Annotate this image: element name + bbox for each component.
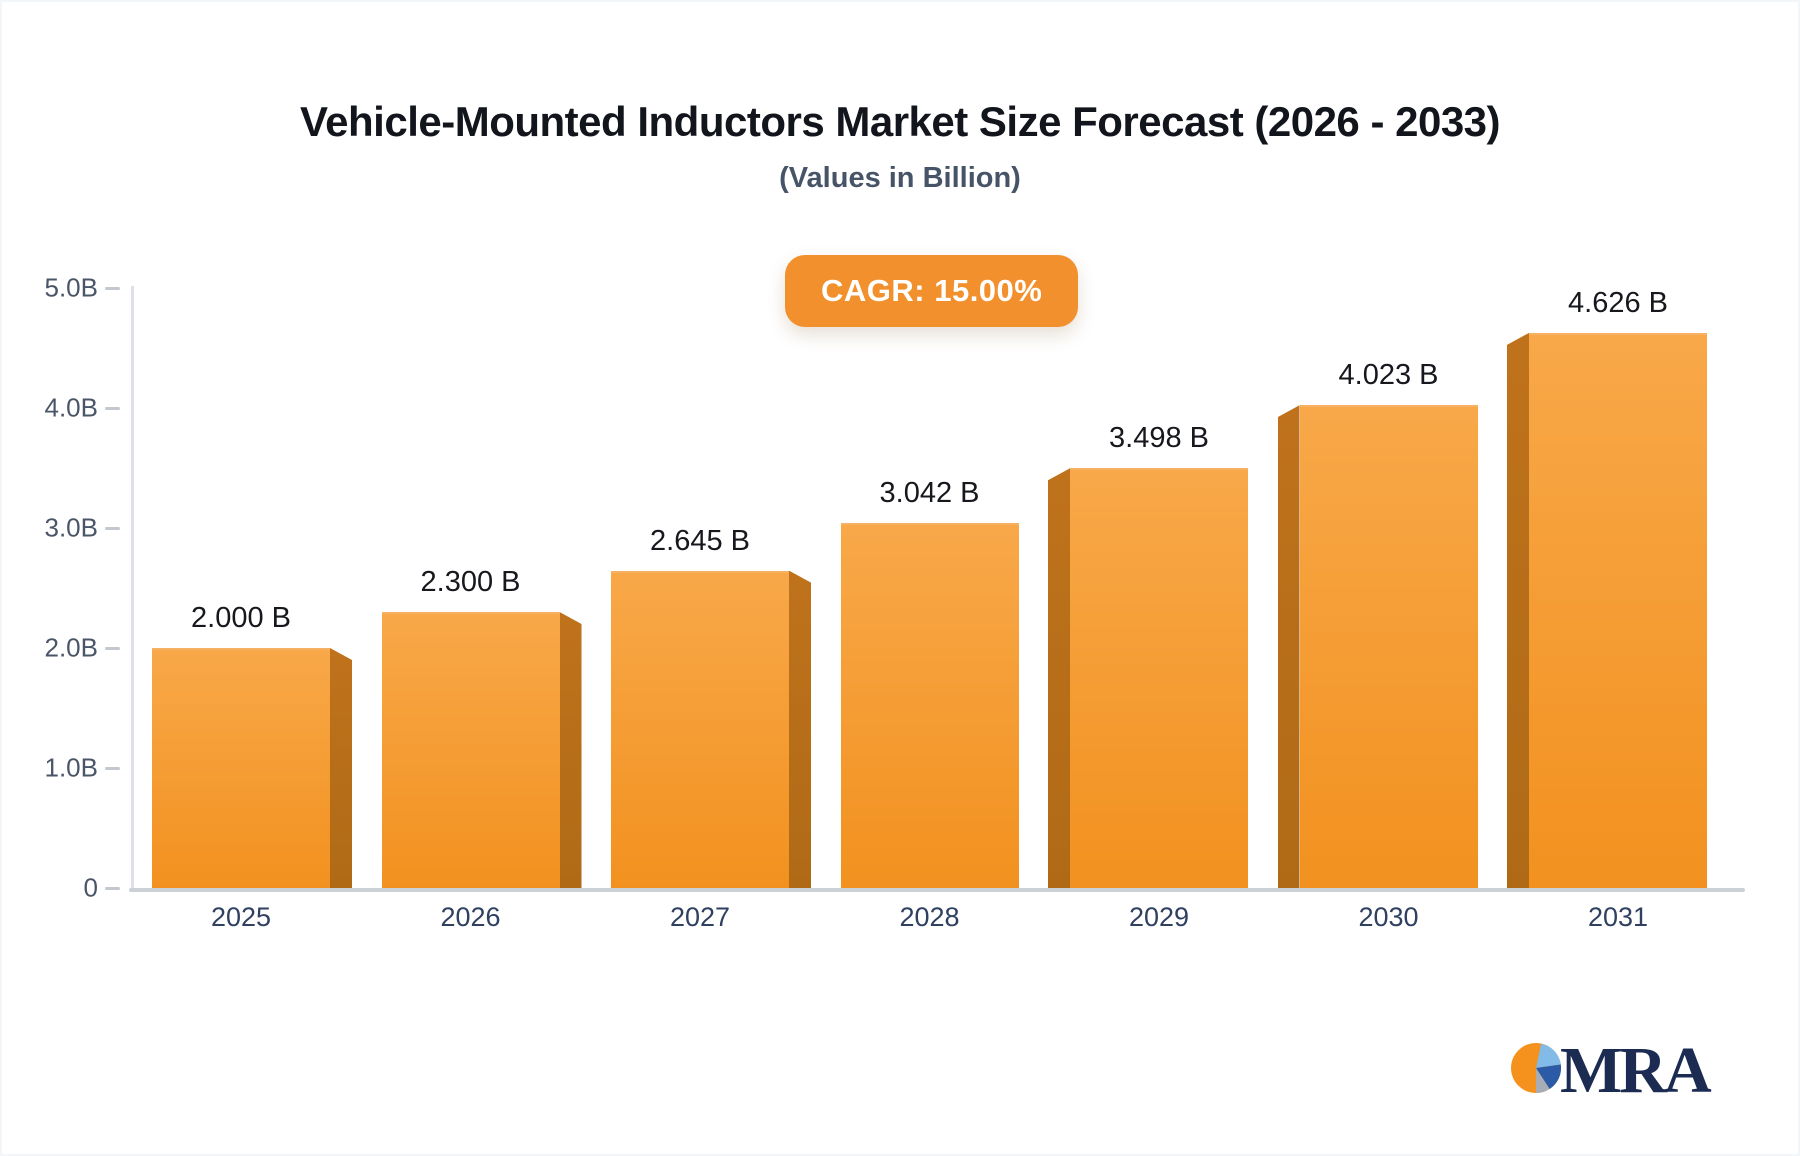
mra-logo: MRA: [1504, 1032, 1774, 1118]
chart-subtitle: (Values in Billion): [779, 162, 1021, 194]
y-tick-mark: [105, 287, 120, 290]
y-tick-label: 0: [83, 872, 98, 903]
bar-side-face: [559, 612, 582, 888]
y-tick-mark: [105, 647, 120, 650]
x-axis-label-2031: 2031: [1587, 902, 1649, 932]
bar-2026: [381, 612, 560, 888]
x-axis-label-2030: 2030: [1358, 902, 1419, 932]
x-axis-baseline: [129, 888, 1745, 892]
bar-2025: [152, 648, 330, 888]
y-tick-mark: [105, 527, 120, 530]
bar-side-face: [330, 648, 352, 888]
bar-2028: [840, 522, 1019, 888]
bar-side-face: [1048, 468, 1070, 888]
bar-2031: [1529, 332, 1707, 888]
bar-value-label: 2.300 B: [420, 566, 521, 598]
x-axis-label-2026: 2026: [440, 902, 501, 932]
x-axis-label-2027: 2027: [669, 902, 731, 932]
cagr-badge-label: CAGR: 15.00%: [821, 273, 1043, 308]
bar-side-face: [789, 570, 811, 888]
y-tick-mark: [105, 407, 120, 410]
cagr-badge: CAGR: 15.00%: [785, 255, 1079, 327]
x-axis-label-2028: 2028: [899, 902, 960, 932]
x-axis-label-2025: 2025: [210, 902, 272, 932]
bar-value-label: 4.626 B: [1568, 286, 1668, 319]
y-tick-label: 2.0B: [44, 632, 99, 663]
bar-side-face: [1507, 332, 1529, 888]
y-tick-label: 3.0B: [44, 512, 99, 543]
bar-2029: [1070, 468, 1248, 888]
bar-value-label: 2.000 B: [191, 602, 291, 634]
bar-value-label: 3.042 B: [879, 476, 980, 509]
y-tick-mark: [105, 767, 120, 770]
chart-title: Vehicle-Mounted Inductors Market Size Fo…: [299, 98, 1501, 145]
y-tick-label: 4.0B: [44, 392, 99, 423]
x-axis-label-2029: 2029: [1128, 902, 1190, 932]
y-axis-line: [131, 286, 134, 890]
bar-side-face: [1277, 405, 1300, 888]
bar-value-label: 2.645 B: [650, 524, 750, 557]
bar-value-label: 3.498 B: [1109, 422, 1209, 455]
y-tick-mark: [105, 887, 120, 890]
mra-logo-pie-icon: [1511, 1043, 1562, 1093]
bar-2027: [611, 570, 789, 888]
bar-2030: [1299, 405, 1478, 888]
y-tick-label: 5.0B: [44, 272, 99, 303]
y-tick-label: 1.0B: [44, 752, 99, 783]
mra-logo-graphic: MRA: [1511, 1034, 1715, 1107]
bar-value-label: 4.023 B: [1338, 359, 1439, 392]
mra-logo-text: MRA: [1560, 1034, 1712, 1107]
